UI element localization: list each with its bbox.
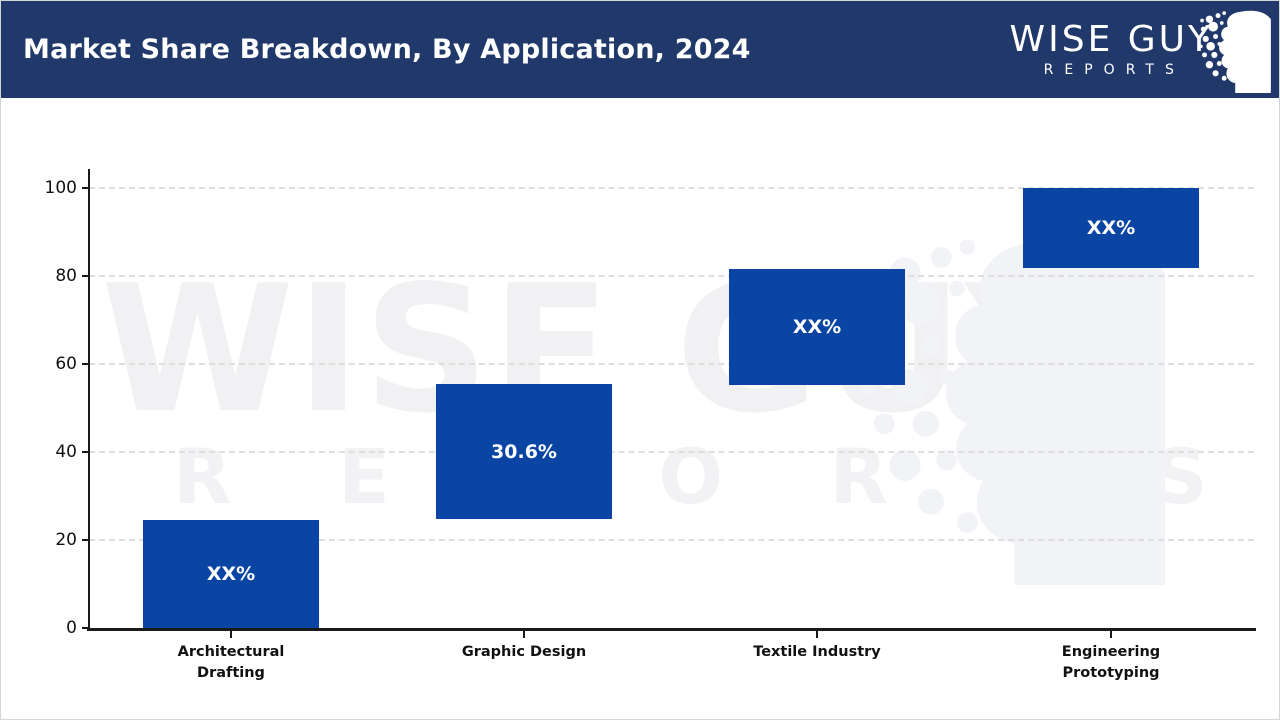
- y-axis-tick-mark: [82, 187, 89, 189]
- gridline-y40: [89, 451, 1254, 453]
- y-axis-tick-mark: [82, 539, 89, 541]
- bar-value-label: 30.6%: [491, 440, 557, 463]
- y-axis-line: [88, 169, 90, 630]
- x-axis-tick-mark: [523, 631, 525, 638]
- y-axis-tick-label: 0: [66, 618, 77, 638]
- y-axis-tick-mark: [82, 363, 89, 365]
- gridline-y100: [89, 187, 1254, 189]
- y-axis-tick-label: 20: [55, 530, 77, 550]
- x-axis-category-label: Graphic Design: [461, 644, 587, 660]
- brand-logo-text: WISE GUY REPORTS: [1009, 18, 1214, 78]
- x-axis-line: [87, 628, 1256, 631]
- x-axis-category-label: Architectural Drafting: [177, 644, 285, 682]
- bar-segment-4: XX%: [1023, 188, 1199, 269]
- x-axis-category-label: Engineering Prototyping: [1061, 644, 1161, 682]
- brand-logo: WISE GUY REPORTS: [1010, 7, 1280, 93]
- brand-name: WISE GUY: [1009, 18, 1213, 60]
- chart-title: Market Share Breakdown, By Application, …: [23, 34, 751, 65]
- y-axis-tick-mark: [82, 451, 89, 453]
- bar-value-label: XX%: [1086, 217, 1136, 240]
- y-axis-tick-label: 100: [44, 178, 77, 198]
- gridline-y20: [89, 539, 1254, 541]
- y-axis-tick-label: 40: [55, 442, 77, 462]
- y-axis-tick-label: 60: [55, 354, 77, 374]
- y-axis-tick-label: 80: [55, 266, 77, 286]
- brand-subtitle: REPORTS: [1043, 61, 1185, 78]
- header-bar: Market Share Breakdown, By Application, …: [1, 1, 1280, 98]
- bar-segment-1: XX%: [143, 520, 319, 628]
- x-axis-tick-mark: [816, 631, 818, 638]
- bar-value-label: XX%: [792, 316, 842, 339]
- y-axis-tick-mark: [82, 627, 89, 629]
- x-axis-category-label: Textile Industry: [753, 644, 881, 660]
- x-axis-tick-mark: [230, 631, 232, 638]
- gridline-y60: [89, 363, 1254, 365]
- bar-segment-3: XX%: [729, 268, 905, 386]
- bar-value-label: XX%: [206, 563, 256, 586]
- y-axis-tick-mark: [82, 275, 89, 277]
- x-axis-tick-mark: [1110, 631, 1112, 638]
- gridline-y80: [89, 275, 1254, 277]
- head-profile-logo-icon: [1197, 7, 1271, 93]
- plot-area: 0 20 40 60 80 100 XX% Architectural Drafting 30.…: [1, 98, 1279, 717]
- bar-segment-2: 30.6%: [436, 384, 612, 519]
